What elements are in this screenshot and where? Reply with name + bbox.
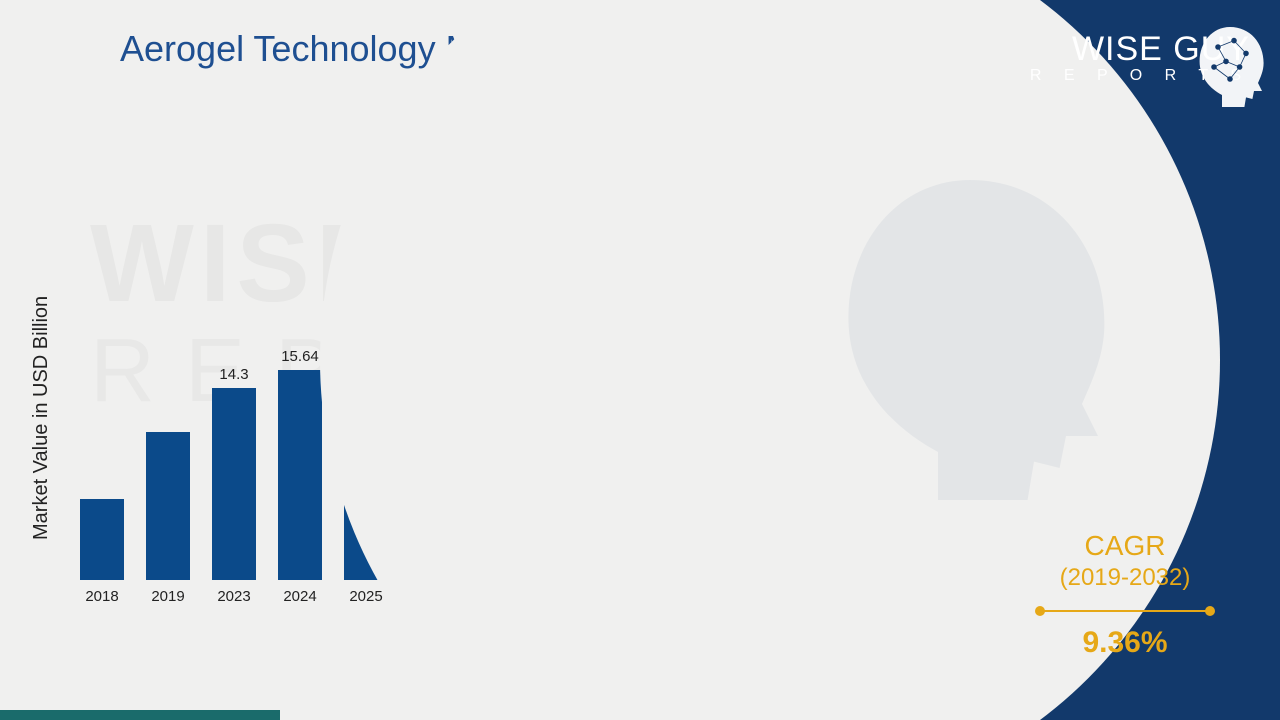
bar xyxy=(146,432,190,580)
cagr-block: CAGR (2019-2032) 9.36% xyxy=(1010,530,1240,660)
bar-value-label: 15.64 xyxy=(278,348,322,365)
cagr-dot-left xyxy=(1035,606,1045,616)
cagr-period: (2019-2032) xyxy=(1010,564,1240,592)
head-watermark-icon xyxy=(810,160,1130,520)
bar-rect xyxy=(146,432,190,580)
y-axis-label: Market Value in USD Billion xyxy=(30,296,53,540)
cagr-divider xyxy=(1040,610,1210,612)
bar-value-label: 14.3 xyxy=(212,366,256,383)
bar: 15.64 xyxy=(278,370,322,580)
cagr-value: 9.36% xyxy=(1010,626,1240,660)
bar: 14.3 xyxy=(212,388,256,580)
head-network-icon xyxy=(1190,22,1270,112)
bar-rect xyxy=(80,499,124,580)
cagr-dot-right xyxy=(1205,606,1215,616)
cagr-title: CAGR xyxy=(1010,530,1240,562)
bottom-accent-bar xyxy=(0,710,280,720)
bar-rect xyxy=(212,388,256,580)
x-tick-label: 2023 xyxy=(204,588,264,605)
chart-canvas: Aerogel Technology Market WISE GUY REPOR… xyxy=(0,0,1280,720)
x-tick-label: 2019 xyxy=(138,588,198,605)
x-tick-label: 2018 xyxy=(72,588,132,605)
x-tick-label: 2024 xyxy=(270,588,330,605)
bar xyxy=(80,499,124,580)
bar-rect xyxy=(278,370,322,580)
